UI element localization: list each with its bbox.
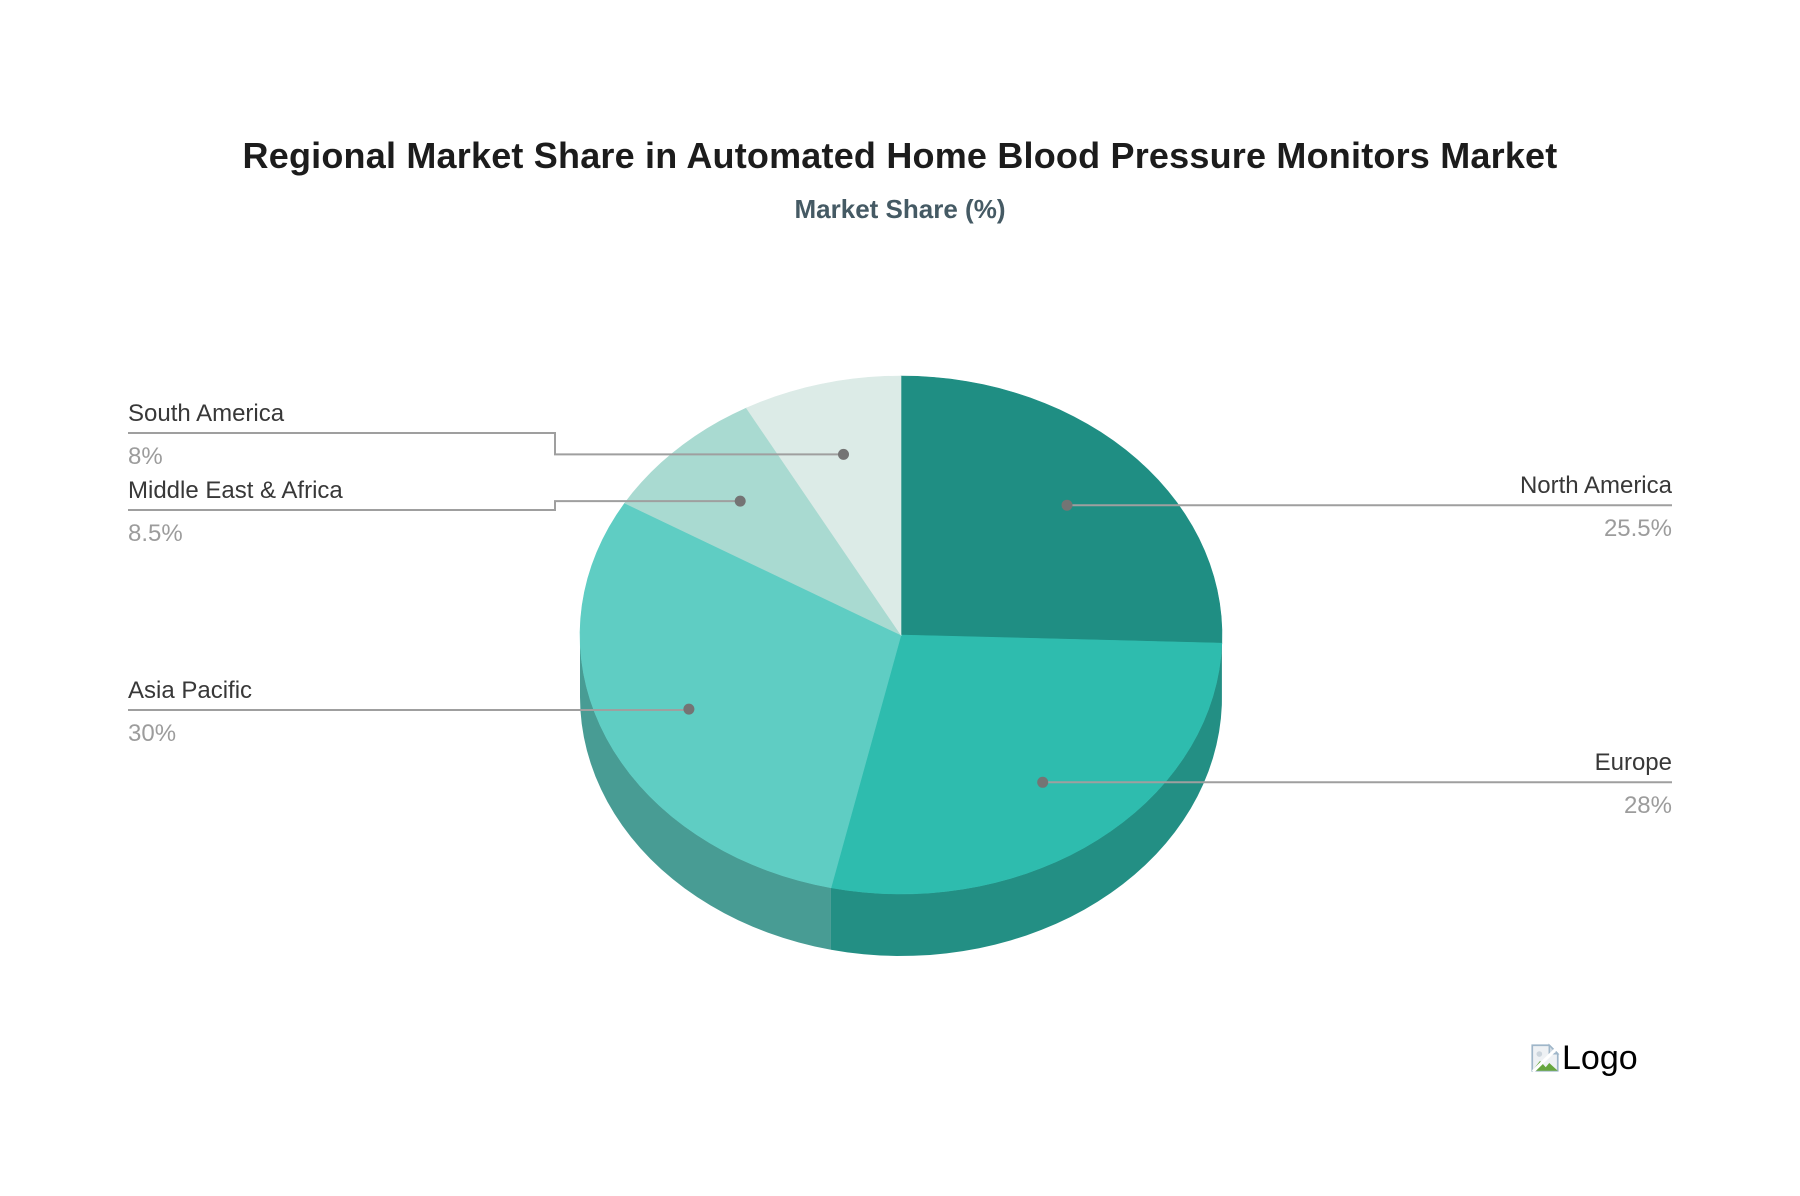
- connector-dot-north-america: [1061, 499, 1073, 511]
- slice-label-north-america: North America: [1519, 472, 1672, 500]
- pie-slice-europe[interactable]: [830, 634, 1223, 895]
- pie-slice-side-europe: [830, 643, 1222, 956]
- slice-value-middle-east-africa: 8.5%: [128, 520, 183, 547]
- slice-label-europe: Europe: [1594, 749, 1672, 777]
- connector-dot-asia-pacific: [683, 703, 695, 715]
- connector-middle-east-africa: [128, 500, 741, 511]
- pie-slice-south-america[interactable]: [745, 375, 902, 636]
- chart-title: Regional Market Share in Automated Home …: [242, 135, 1558, 176]
- connector-dot-europe: [1037, 776, 1049, 788]
- slice-value-asia-pacific: 30%: [128, 720, 177, 747]
- slice-label-asia-pacific: Asia Pacific: [128, 677, 253, 704]
- connector-dot-south-america: [838, 448, 849, 460]
- slice-value-north-america: 25.5%: [1603, 515, 1672, 543]
- chart-subtitle: Market Share (%): [794, 194, 1006, 224]
- broken-image-icon: [1531, 1043, 1560, 1073]
- slice-value-south-america: 8%: [128, 443, 163, 470]
- slice-value-europe: 28%: [1623, 792, 1672, 820]
- pie-slice-middle-east-africa[interactable]: [624, 407, 902, 636]
- slice-label-south-america: South America: [128, 400, 285, 427]
- connector-dot-middle-east-africa: [734, 495, 746, 507]
- connector-south-america: [128, 432, 844, 456]
- logo-placeholder: Logo: [1528, 1038, 1638, 1078]
- slice-label-middle-east-africa: Middle East & Africa: [128, 477, 343, 504]
- pie-slice-asia-pacific[interactable]: [579, 502, 902, 889]
- logo-alt-text: Logo: [1562, 1039, 1638, 1077]
- pie-slice-north-america[interactable]: [900, 375, 1223, 644]
